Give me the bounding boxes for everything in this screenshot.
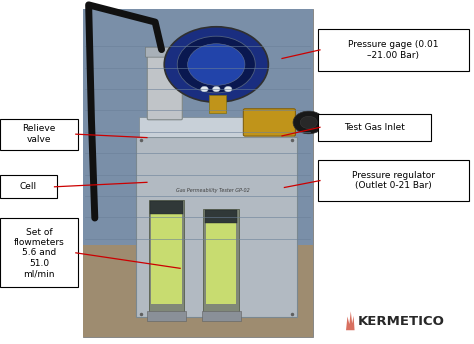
FancyBboxPatch shape: [0, 218, 78, 287]
Text: Test Gas Inlet: Test Gas Inlet: [344, 123, 405, 132]
Circle shape: [293, 111, 324, 134]
FancyBboxPatch shape: [147, 311, 186, 321]
FancyBboxPatch shape: [203, 209, 239, 312]
Text: Cell: Cell: [20, 182, 37, 191]
Circle shape: [188, 44, 245, 85]
FancyBboxPatch shape: [151, 214, 182, 304]
Circle shape: [300, 116, 317, 129]
Text: Pressure gage (0.01
–21.00 Bar): Pressure gage (0.01 –21.00 Bar): [348, 40, 438, 60]
FancyBboxPatch shape: [318, 29, 469, 71]
FancyBboxPatch shape: [149, 200, 184, 312]
Text: Set of
flowmeters
5.6 and
51.0
ml/min: Set of flowmeters 5.6 and 51.0 ml/min: [14, 227, 64, 278]
Text: Relieve
valve: Relieve valve: [22, 125, 56, 144]
Text: Gas Permeability Tester GP-02: Gas Permeability Tester GP-02: [176, 189, 250, 193]
Text: KERMETICO: KERMETICO: [358, 315, 445, 328]
FancyBboxPatch shape: [318, 114, 431, 141]
FancyBboxPatch shape: [243, 109, 295, 136]
Circle shape: [201, 86, 208, 92]
FancyBboxPatch shape: [83, 9, 313, 245]
FancyBboxPatch shape: [83, 245, 313, 337]
Circle shape: [164, 27, 268, 102]
Circle shape: [177, 36, 255, 93]
FancyBboxPatch shape: [139, 117, 293, 137]
Polygon shape: [346, 311, 355, 330]
FancyBboxPatch shape: [136, 137, 297, 318]
FancyBboxPatch shape: [209, 95, 226, 112]
FancyBboxPatch shape: [146, 47, 184, 57]
FancyBboxPatch shape: [0, 119, 78, 150]
FancyBboxPatch shape: [201, 311, 241, 321]
FancyBboxPatch shape: [0, 175, 57, 198]
FancyBboxPatch shape: [205, 210, 237, 223]
Text: Pressure regulator
(Outlet 0-21 Bar): Pressure regulator (Outlet 0-21 Bar): [352, 171, 435, 190]
FancyBboxPatch shape: [206, 223, 237, 304]
Circle shape: [212, 86, 220, 92]
FancyBboxPatch shape: [318, 160, 469, 201]
FancyBboxPatch shape: [150, 201, 182, 214]
Circle shape: [224, 86, 232, 92]
FancyBboxPatch shape: [83, 9, 313, 337]
FancyBboxPatch shape: [147, 52, 182, 120]
